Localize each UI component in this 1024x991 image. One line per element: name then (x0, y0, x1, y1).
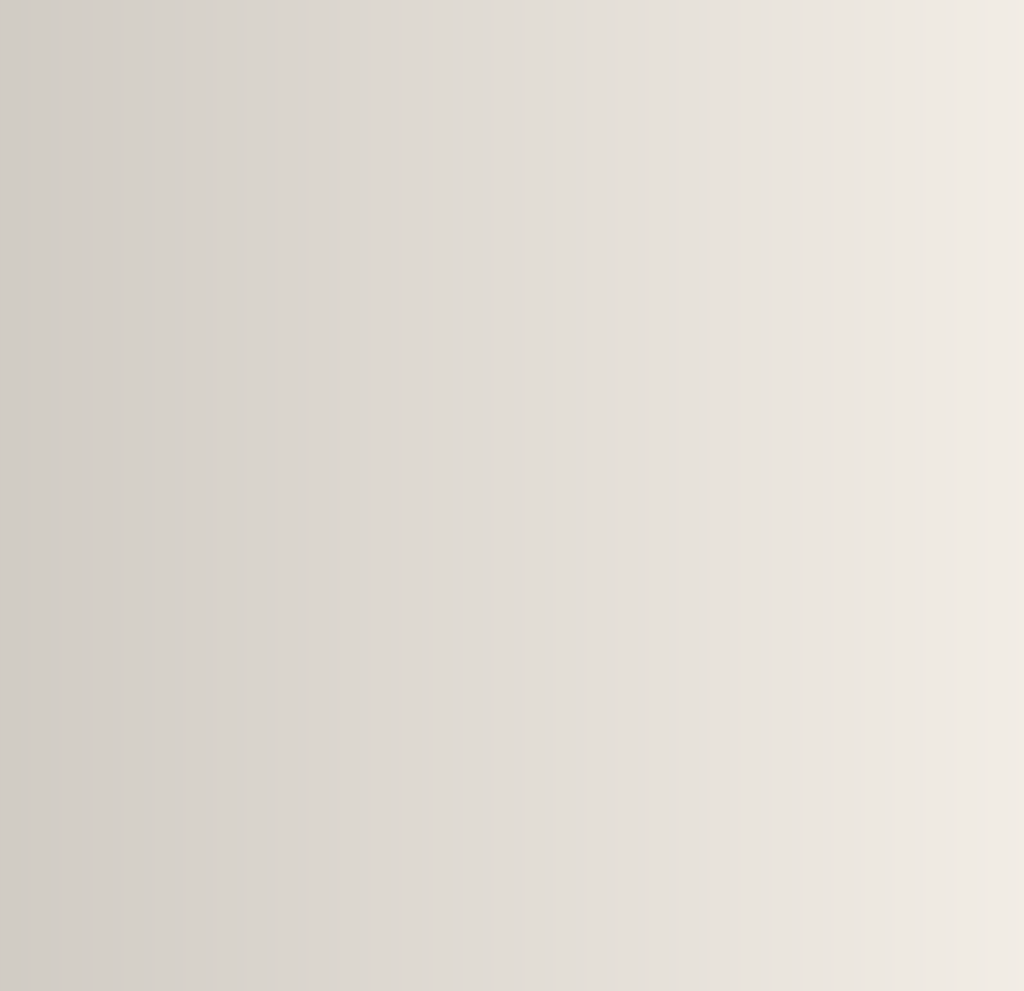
Text: (1)  2: (1) 2 (0, 678, 96, 710)
Text: (1)  [NF$_3$, NO$_3^-$] and [BF$_3$, H$_3$O$^+$]: (1) [NF$_3$, NO$_3^-$] and [BF$_3$, H$_3… (133, 15, 708, 55)
Text: following compound is: following compound is (56, 490, 463, 521)
Text: (3)  [NF$_3$, H$_3$O$^+$] and [NO$_3^-$, BF$_3$]: (3) [NF$_3$, H$_3$O$^+$] and [NO$_3^-$, … (82, 218, 656, 258)
Text: (2)  [NF$_3$, HN$_3$] and [NO$_3^-$, BF$_3$]: (2) [NF$_3$, HN$_3$] and [NO$_3^-$, BF$_… (102, 115, 647, 153)
Text: 5.  Which one of the following compounds is not: 5. Which one of the following compounds … (0, 856, 870, 888)
Text: 4.  Number of $sp$ hybridized carbon atoms in the: 4. Number of $sp$ hybridized carbon atom… (0, 423, 870, 459)
Text: (4)  [NF$_3$, H$_3$O$^+$] and [HN$_3$, BF$_3$]: (4) [NF$_3$, H$_3$O$^+$] and [HN$_3$, BF… (61, 324, 623, 360)
Text: (2)  4: (2) 4 (512, 683, 608, 715)
Text: planar?: planar? (56, 921, 190, 952)
Text: (3)  5: (3) 5 (0, 762, 96, 794)
Text: (4)  6: (4) 6 (512, 767, 608, 799)
Text: CH$_3$ – CH = C = C = CH – C ≡ CH: CH$_3$ – CH = C = C = CH – C ≡ CH (102, 582, 733, 617)
